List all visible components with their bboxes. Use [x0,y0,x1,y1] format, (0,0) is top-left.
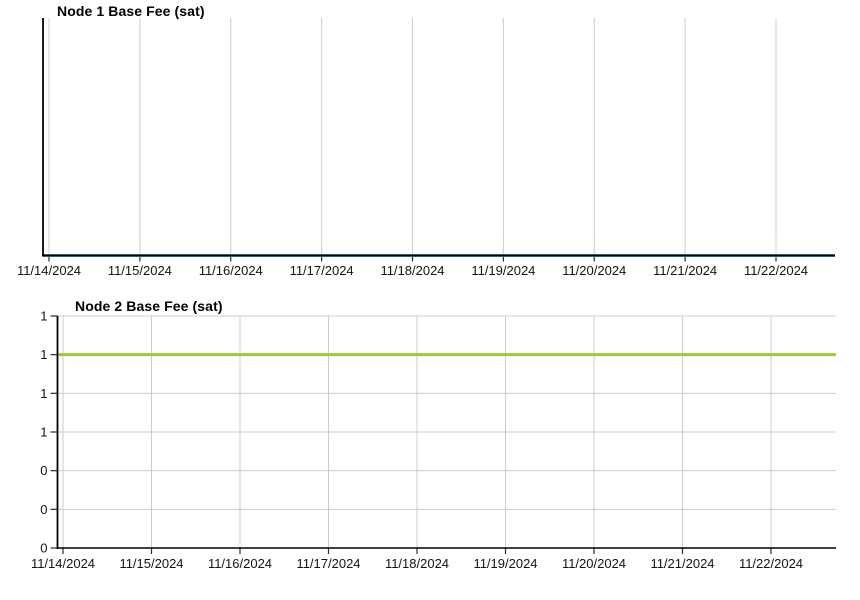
y-tick-label: 1 [40,309,47,324]
y-tick-label: 1 [40,425,47,440]
x-tick-label: 11/20/2024 [562,263,626,278]
x-tick-label: 11/17/2024 [296,556,360,571]
x-tick-label: 11/18/2024 [380,263,444,278]
y-tick-label: 1 [40,347,47,362]
x-tick-label: 11/21/2024 [653,263,717,278]
x-tick-label: 11/16/2024 [199,263,263,278]
y-tick-label: 0 [40,463,47,478]
x-tick-label: 11/15/2024 [108,263,172,278]
chart-title-node1-base-fee: Node 1 Base Fee (sat) [57,3,205,19]
x-tick-label: 11/21/2024 [650,556,714,571]
x-tick-label: 11/14/2024 [31,556,95,571]
x-tick-label: 11/19/2024 [471,263,535,278]
chart-title-node2-base-fee: Node 2 Base Fee (sat) [75,298,223,314]
x-tick-label: 11/16/2024 [208,556,272,571]
y-tick-label: 0 [40,541,47,556]
x-tick-label: 11/19/2024 [473,556,537,571]
x-tick-label: 11/20/2024 [562,556,626,571]
x-tick-label: 11/14/2024 [17,263,81,278]
x-tick-label: 11/22/2024 [739,556,803,571]
x-tick-label: 11/18/2024 [385,556,449,571]
x-tick-label: 11/22/2024 [744,263,808,278]
y-tick-label: 1 [40,386,47,401]
chart-node1-base-fee: 11/14/2024 11/15/2024 11/16/2024 11/17/2024… [17,18,835,278]
x-tick-label: 11/15/2024 [119,556,183,571]
x-tick-label: 11/17/2024 [290,263,354,278]
y-tick-label: 0 [40,502,47,517]
